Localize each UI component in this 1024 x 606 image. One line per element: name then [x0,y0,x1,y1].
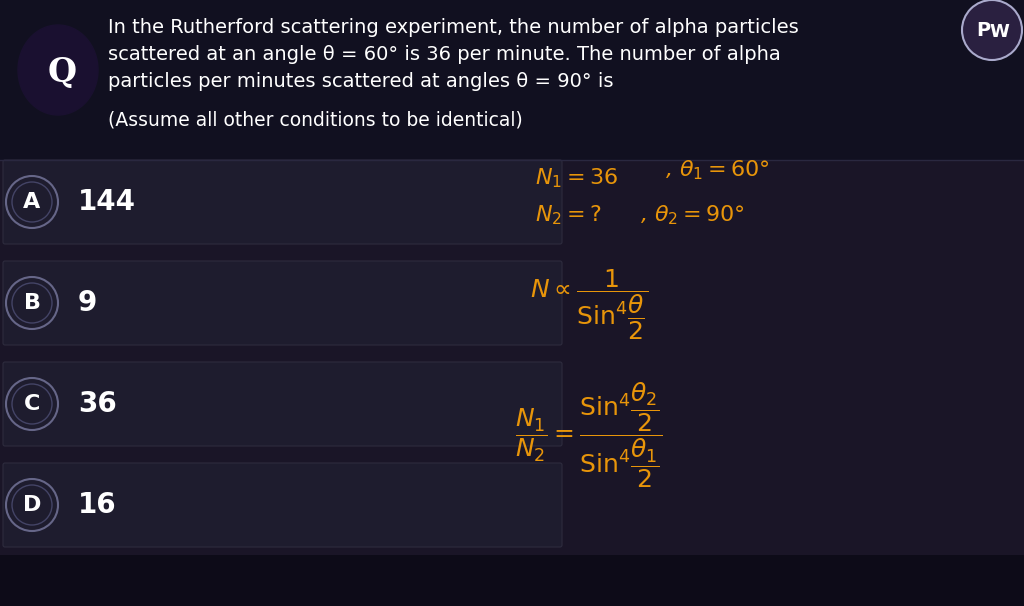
Text: P: P [976,21,990,39]
Circle shape [6,277,58,329]
Circle shape [6,479,58,531]
Text: $N \propto \dfrac{1}{\mathrm{Sin}^4\dfrac{\theta}{2}}$: $N \propto \dfrac{1}{\mathrm{Sin}^4\dfra… [530,268,648,342]
FancyBboxPatch shape [3,362,562,446]
Text: A: A [24,192,41,212]
Text: (Assume all other conditions to be identical): (Assume all other conditions to be ident… [108,110,522,129]
FancyBboxPatch shape [3,160,562,244]
Text: 16: 16 [78,491,117,519]
Text: $N_2=?$: $N_2=?$ [535,203,602,227]
Text: , $\theta_2=90°$: , $\theta_2=90°$ [640,203,744,227]
FancyBboxPatch shape [3,261,562,345]
Text: Q: Q [47,56,77,88]
Ellipse shape [18,25,98,115]
Text: 9: 9 [78,289,97,317]
Text: D: D [23,495,41,515]
Text: particles per minutes scattered at angles θ = 90° is: particles per minutes scattered at angle… [108,72,613,91]
Circle shape [962,0,1022,60]
Circle shape [12,182,52,222]
Text: B: B [24,293,41,313]
FancyBboxPatch shape [0,0,1024,160]
Circle shape [6,176,58,228]
Text: scattered at an angle θ = 60° is 36 per minute. The number of alpha: scattered at an angle θ = 60° is 36 per … [108,45,780,64]
Circle shape [12,283,52,323]
Text: $N_1=36$: $N_1=36$ [535,166,618,190]
Circle shape [6,378,58,430]
Circle shape [12,485,52,525]
Text: 36: 36 [78,390,117,418]
Circle shape [12,384,52,424]
Text: W: W [989,23,1009,41]
Text: In the Rutherford scattering experiment, the number of alpha particles: In the Rutherford scattering experiment,… [108,18,799,37]
Text: , $\theta_1=60°$: , $\theta_1=60°$ [665,158,770,182]
FancyBboxPatch shape [0,555,1024,606]
FancyBboxPatch shape [3,463,562,547]
Text: C: C [24,394,40,414]
Text: $\dfrac{N_1}{N_2} = \dfrac{\mathrm{Sin}^4\dfrac{\theta_2}{2}}{\mathrm{Sin}^4\dfr: $\dfrac{N_1}{N_2} = \dfrac{\mathrm{Sin}^… [515,380,663,490]
Text: 144: 144 [78,188,136,216]
